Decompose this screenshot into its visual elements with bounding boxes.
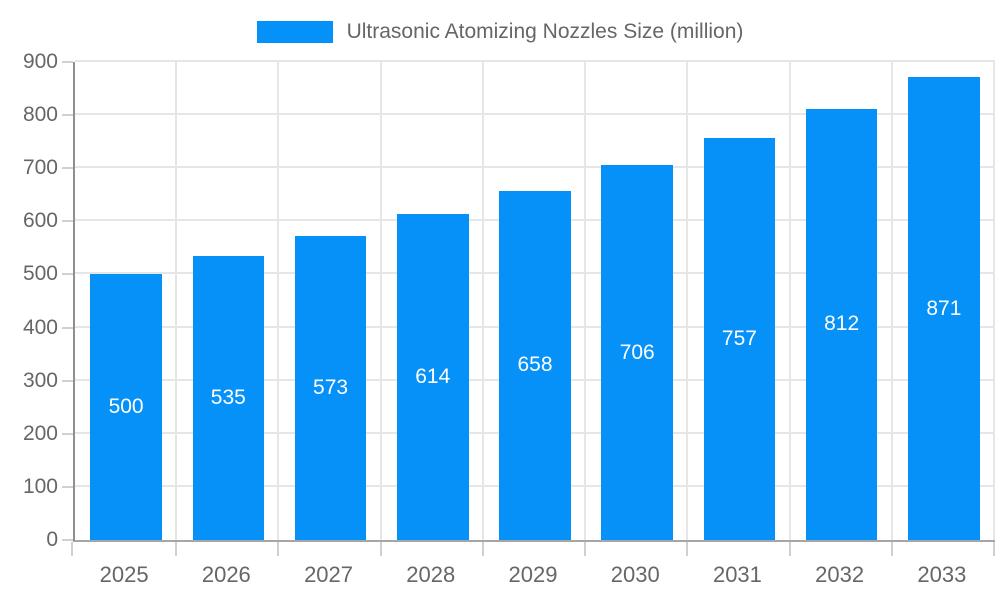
gridline-vertical (890, 62, 893, 540)
x-axis-label: 2028 (406, 562, 456, 587)
y-axis-tick (62, 432, 73, 435)
x-axis-label: 2033 (917, 562, 967, 587)
bar-value-label: 573 (313, 375, 349, 399)
bar-2030[interactable]: 706 (601, 165, 673, 540)
y-axis-label: 900 (22, 50, 58, 73)
x-axis-tick (993, 542, 995, 556)
gridline-horizontal (75, 113, 995, 116)
bar-value-label: 812 (824, 312, 860, 336)
bar-2031[interactable]: 757 (703, 137, 776, 540)
bar-2025[interactable]: 500 (90, 274, 162, 540)
bar-value-label: 658 (517, 353, 553, 377)
y-axis-label: 100 (22, 474, 58, 498)
x-axis-tick (71, 542, 73, 556)
bar-value-label: 614 (415, 364, 451, 388)
x-axis-label: 2025 (99, 562, 149, 587)
y-axis-label: 700 (22, 156, 58, 180)
y-axis-tick (62, 61, 73, 63)
y-axis-label: 200 (22, 421, 58, 445)
x-axis-tick (890, 542, 893, 556)
y-axis-tick (62, 167, 73, 170)
bar-2033[interactable]: 871 (908, 77, 980, 540)
x-axis-label: 2026 (201, 562, 251, 587)
y-axis-tick (62, 220, 73, 223)
bar-2032[interactable]: 812 (805, 108, 878, 540)
bar-value-label: 500 (108, 395, 144, 419)
y-axis-label: 800 (22, 103, 58, 127)
x-axis-tick (584, 542, 587, 556)
bar-2026[interactable]: 535 (192, 255, 265, 540)
legend-item[interactable]: Ultrasonic Atomizing Nozzles Size (milli… (0, 18, 1000, 46)
x-axis-label: 2027 (304, 562, 354, 587)
gridline-vertical (379, 62, 382, 540)
y-axis-tick (62, 114, 73, 117)
x-axis-label: 2032 (815, 562, 865, 587)
bar-2028[interactable]: 614 (397, 213, 469, 540)
legend-label: Ultrasonic Atomizing Nozzles Size (milli… (346, 20, 744, 43)
gridline-vertical (481, 62, 484, 540)
y-axis-label: 300 (22, 368, 58, 392)
y-axis-label: 0 (46, 528, 58, 551)
legend-swatch-icon (256, 21, 333, 43)
x-axis-tick (686, 542, 689, 556)
bar-value-label: 757 (721, 326, 757, 350)
bar-2027[interactable]: 573 (294, 235, 367, 540)
x-axis-tick (788, 542, 791, 556)
y-axis-tick (62, 379, 73, 382)
plot-area: 500 535 573 614 658 706 757 812 871 (73, 60, 995, 542)
gridline-horizontal (75, 60, 995, 62)
x-axis-tick (379, 542, 382, 556)
gridline-vertical (788, 62, 791, 540)
x-axis-label: 2031 (712, 562, 762, 587)
bar-value-label: 706 (619, 340, 655, 364)
gridline-horizontal (75, 166, 995, 169)
y-axis-tick (62, 326, 73, 329)
x-axis-label: 2030 (610, 562, 660, 587)
y-axis-tick (62, 273, 73, 276)
gridline-vertical (993, 62, 995, 540)
gridline-vertical (277, 62, 280, 540)
y-axis-tick (62, 485, 73, 488)
x-axis-tick (277, 542, 280, 556)
bar-2029[interactable]: 658 (499, 190, 571, 540)
x-axis-tick (175, 542, 178, 556)
y-axis-tick (62, 539, 73, 541)
bar-value-label: 871 (926, 296, 962, 320)
x-axis-label: 2029 (508, 562, 558, 587)
gridline-vertical (584, 62, 587, 540)
x-axis-tick (481, 542, 484, 556)
y-axis-label: 600 (22, 209, 58, 233)
bar-value-label: 535 (210, 385, 246, 409)
gridline-vertical (686, 62, 689, 540)
y-axis-label: 400 (22, 315, 58, 339)
y-axis-label: 500 (22, 262, 58, 286)
gridline-vertical (175, 62, 178, 540)
